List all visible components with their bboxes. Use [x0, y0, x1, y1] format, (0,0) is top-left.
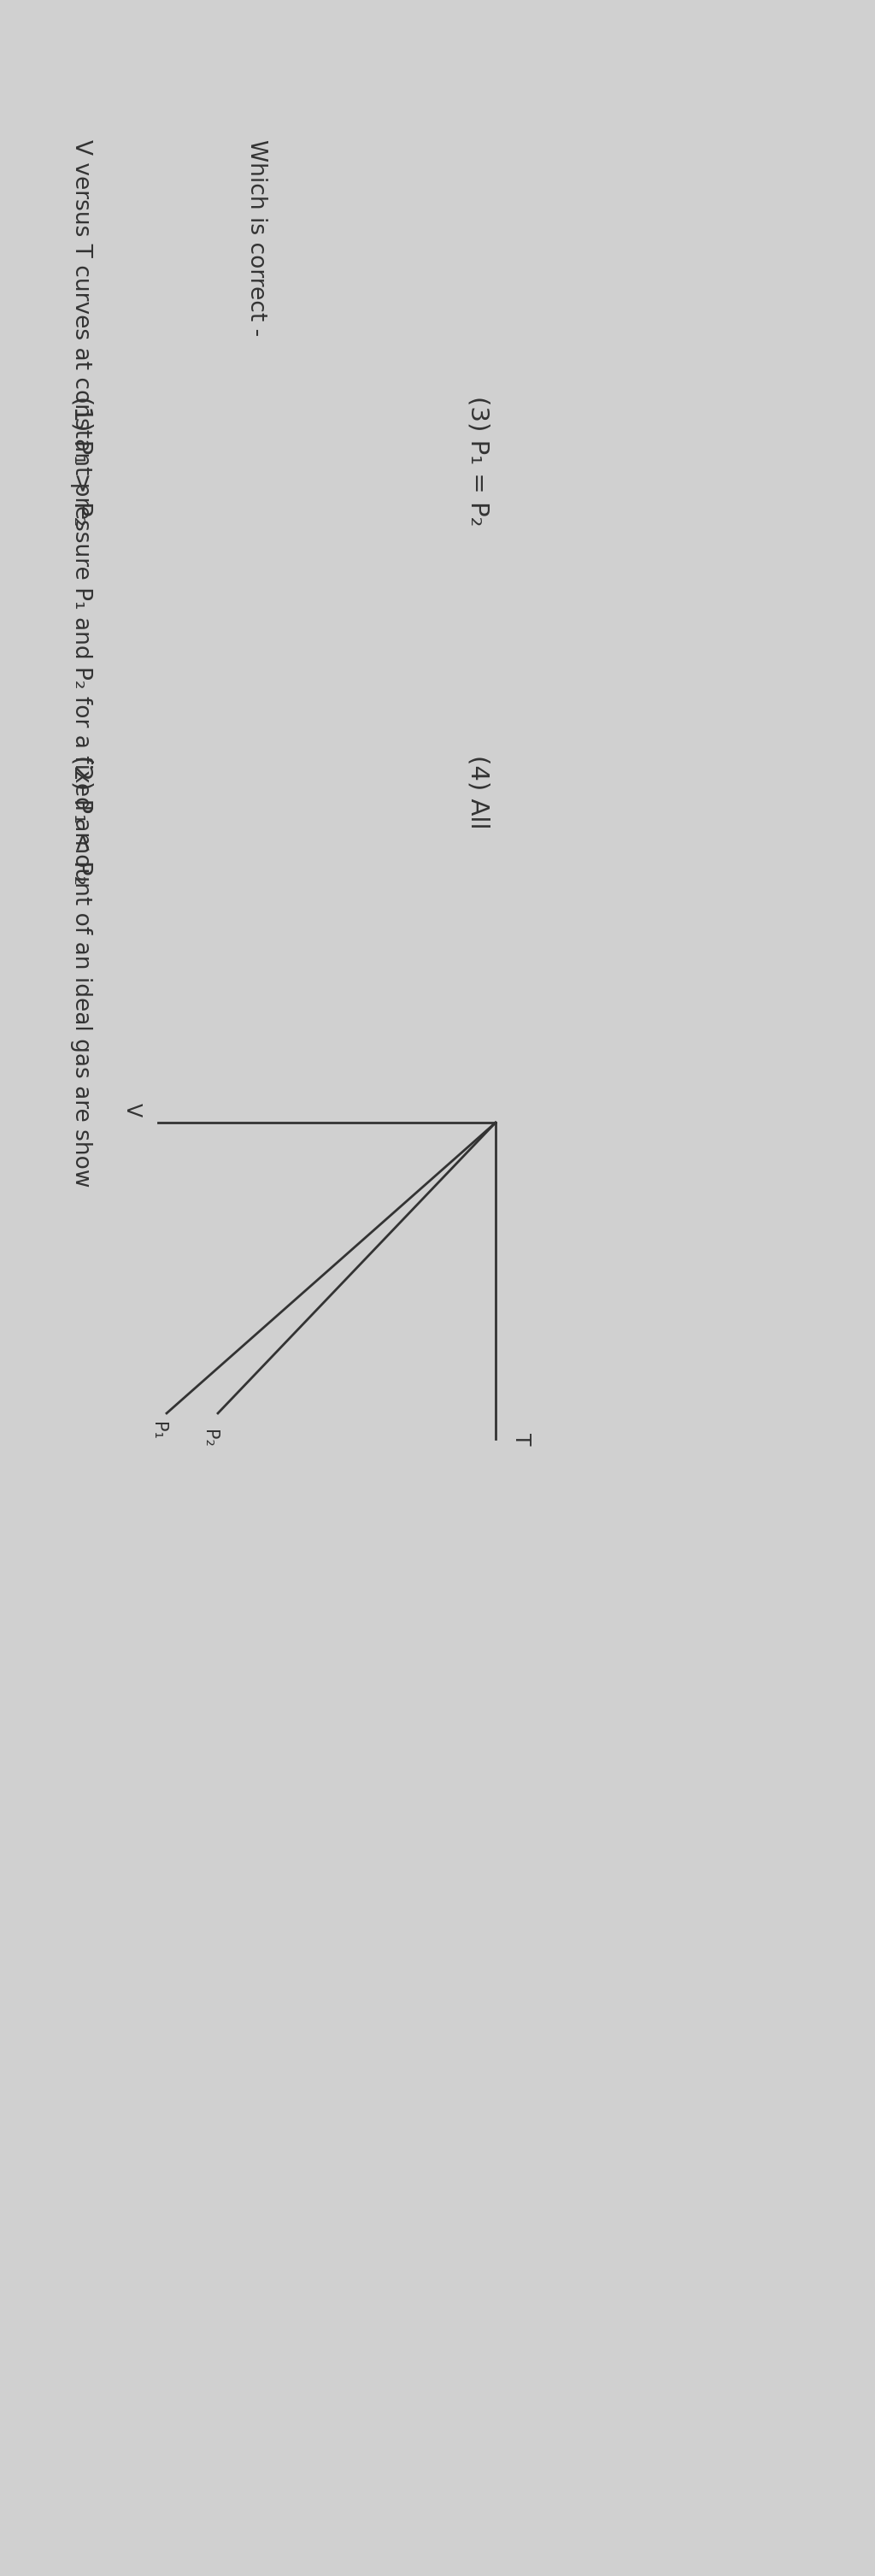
Text: V versus T curves at constant pressure P₁ and P₂ for a fixed amount of an ideal : V versus T curves at constant pressure P…	[70, 139, 92, 1188]
Text: P₁: P₁	[150, 1422, 166, 1440]
Text: (1) P₁ > P₂: (1) P₁ > P₂	[69, 397, 93, 526]
Text: T: T	[511, 1432, 531, 1445]
Text: P₂: P₂	[200, 1430, 218, 1448]
Text: (4) All: (4) All	[466, 755, 491, 829]
Text: Which is correct -: Which is correct -	[245, 139, 268, 335]
Text: (2) P₁ < P₂: (2) P₁ < P₂	[69, 755, 93, 886]
Text: (3) P₁ = P₂: (3) P₁ = P₂	[466, 397, 491, 526]
Text: V: V	[123, 1103, 143, 1115]
